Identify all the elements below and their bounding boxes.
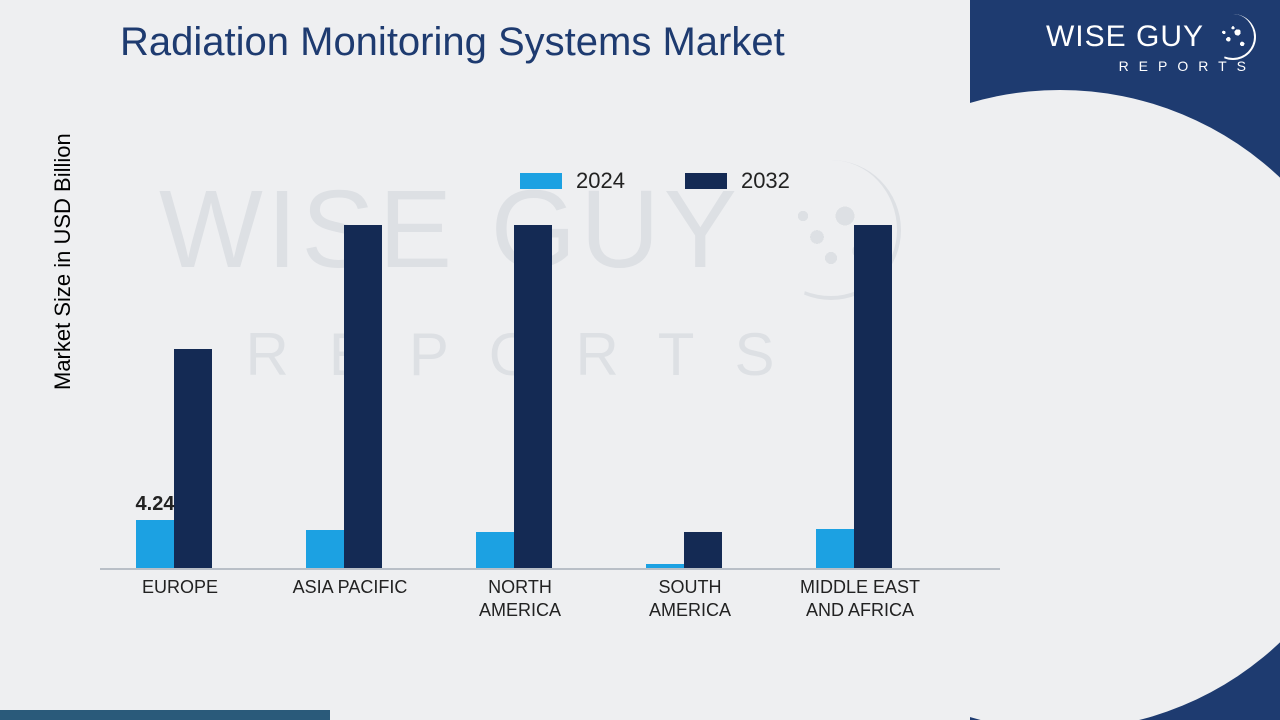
brand-logo: WISE GUY REPORTS bbox=[1046, 14, 1256, 74]
chart-plot-area: 4.24 bbox=[100, 210, 1000, 570]
bar-2024 bbox=[306, 530, 344, 568]
bar-2032 bbox=[344, 225, 382, 568]
legend-item-2032: 2032 bbox=[685, 168, 790, 194]
value-label: 4.24 bbox=[136, 493, 175, 516]
bar-2032 bbox=[854, 225, 892, 568]
legend-item-2024: 2024 bbox=[520, 168, 625, 194]
bar-2024 bbox=[646, 564, 684, 569]
legend-swatch bbox=[520, 173, 562, 189]
category-labels-row: EUROPE ASIA PACIFIC NORTH AMERICA SOUTH AME… bbox=[100, 572, 1000, 692]
bar-2032 bbox=[174, 349, 212, 568]
bottom-accent-bar bbox=[0, 710, 330, 720]
bar-2032 bbox=[514, 225, 552, 568]
bar-2024 bbox=[816, 529, 854, 568]
category-label: MIDDLE EAST AND AFRICA bbox=[790, 576, 930, 621]
brand-logo-main: WISE GUY bbox=[1046, 14, 1256, 60]
legend-label: 2024 bbox=[576, 168, 625, 194]
legend: 2024 2032 bbox=[520, 168, 790, 194]
category-label: EUROPE bbox=[110, 576, 250, 599]
bar-2024 bbox=[136, 520, 174, 568]
category-label: SOUTH AMERICA bbox=[620, 576, 760, 621]
x-axis-line bbox=[100, 568, 1000, 570]
category-label: ASIA PACIFIC bbox=[280, 576, 420, 599]
chart-title: Radiation Monitoring Systems Market bbox=[120, 20, 785, 65]
legend-label: 2032 bbox=[741, 168, 790, 194]
category-label: NORTH AMERICA bbox=[450, 576, 590, 621]
y-axis-title: Market Size in USD Billion bbox=[50, 133, 76, 390]
page-root: WISE GUY REPORTS WISE GUY REPORTS Radiat… bbox=[0, 0, 1280, 720]
bar-2024 bbox=[476, 532, 514, 568]
brand-main-text: WISE GUY bbox=[1046, 20, 1204, 54]
bar-2032 bbox=[684, 532, 722, 568]
brand-sub-text: REPORTS bbox=[1046, 58, 1256, 74]
brand-head-icon bbox=[1210, 14, 1256, 60]
legend-swatch bbox=[685, 173, 727, 189]
